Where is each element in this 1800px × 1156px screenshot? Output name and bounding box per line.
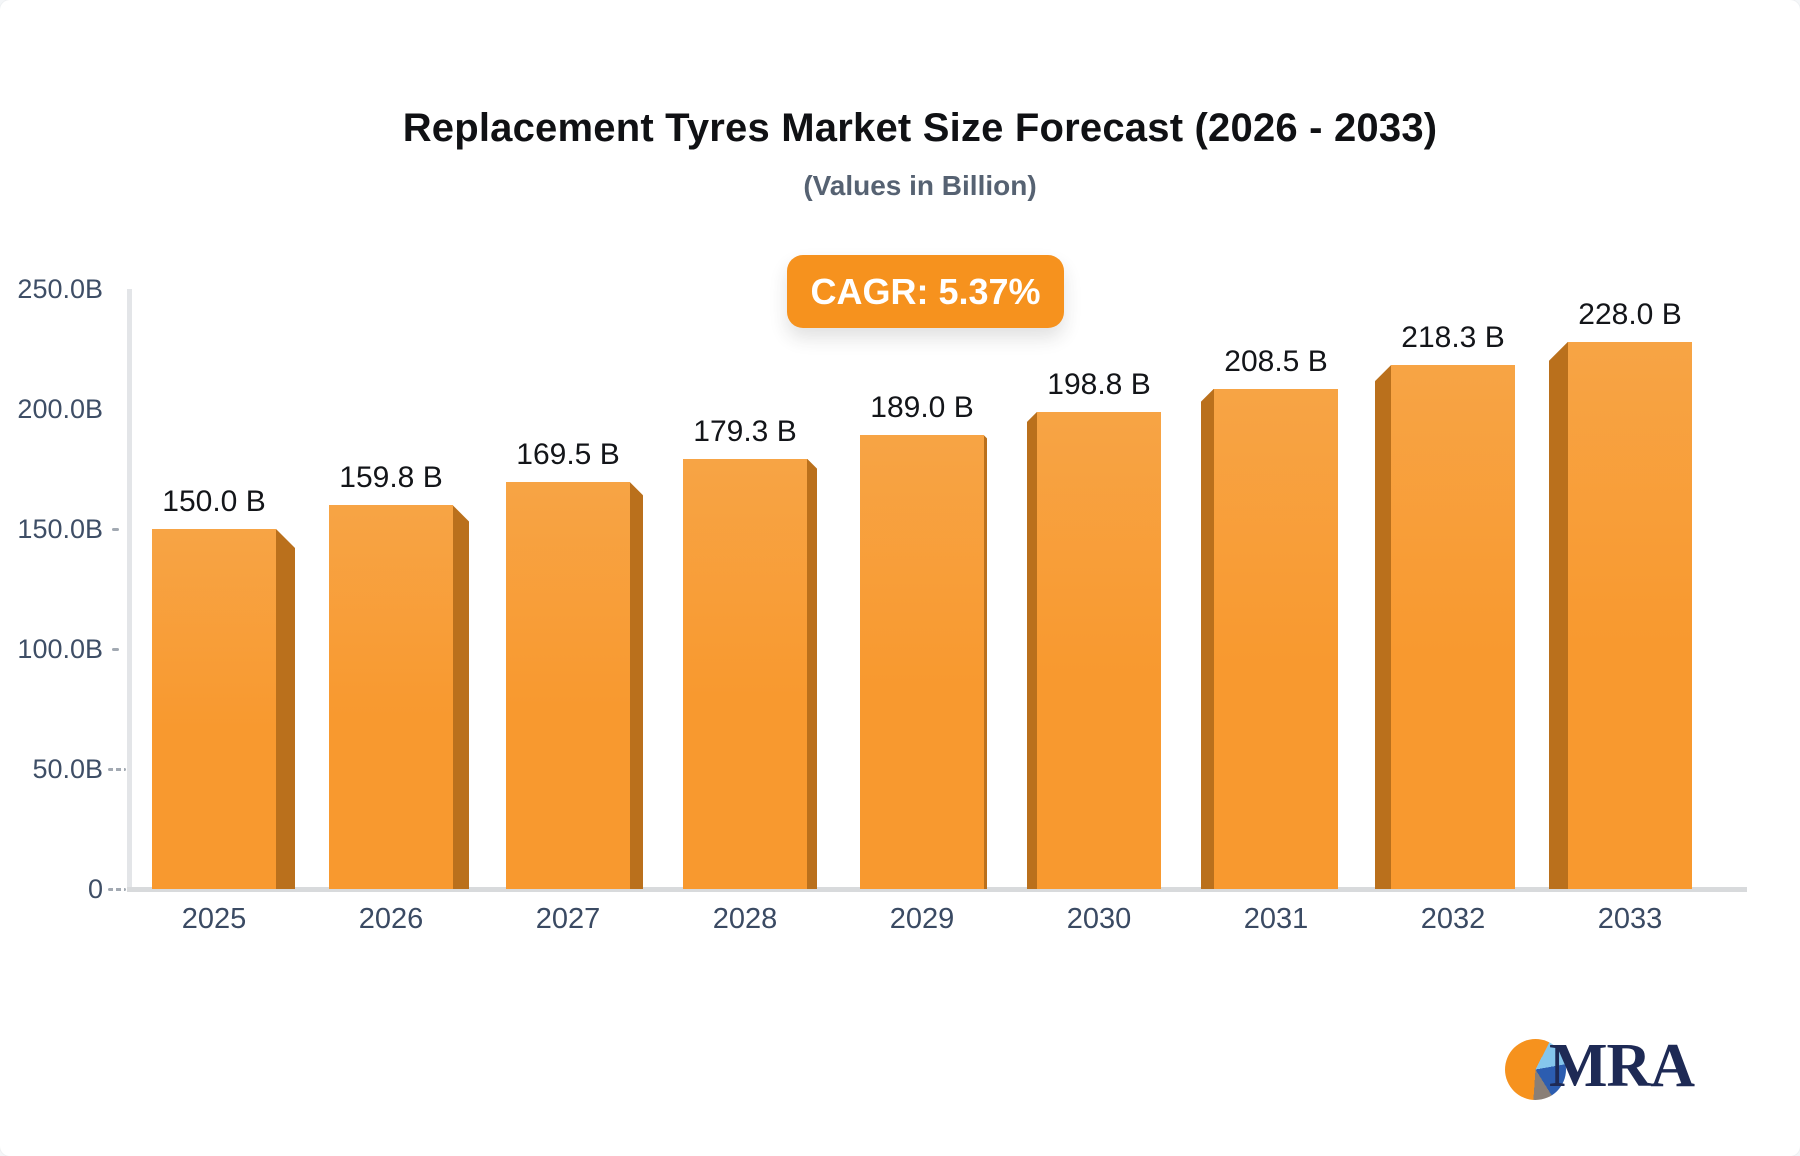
bar-2028 <box>683 458 807 889</box>
bar-value-label: 228.0 B <box>1578 297 1682 331</box>
chart-title: Replacement Tyres Market Size Forecast (… <box>402 106 1438 150</box>
x-axis-label: 2025 <box>181 903 247 935</box>
bar-2031 <box>1214 388 1338 889</box>
chart-subtitle: (Values in Billion) <box>803 170 1037 201</box>
x-axis-label: 2029 <box>889 903 955 935</box>
logo-text: MRA <box>1549 1032 1695 1100</box>
bar-value-label: 150.0 B <box>162 485 266 518</box>
bar-side-3d <box>453 505 469 889</box>
bar-side-3d <box>807 458 817 889</box>
cagr-badge-label: CAGR: 5.37% <box>810 270 1041 312</box>
y-axis-tick-label: 50.0B <box>32 754 103 784</box>
x-axis-baseline <box>127 887 1747 892</box>
y-axis-tick-mark <box>108 888 126 891</box>
bar-side-3d <box>630 482 643 889</box>
bar-2025 <box>152 529 276 889</box>
y-axis-tick-mark <box>112 648 119 651</box>
bar-2027 <box>506 482 630 889</box>
y-axis-line <box>127 289 132 889</box>
bar-2033 <box>1568 341 1692 889</box>
x-axis-label: 2033 <box>1597 903 1663 935</box>
mra-logo: MRA <box>1505 1032 1765 1105</box>
bar-side-3d <box>1549 341 1568 889</box>
y-axis-tick-label: 150.0B <box>17 514 103 544</box>
x-axis-label: 2031 <box>1243 903 1309 935</box>
bar-value-label: 218.3 B <box>1401 321 1505 355</box>
y-axis-tick-label: 250.0B <box>17 274 103 304</box>
bar-2030 <box>1037 411 1161 889</box>
bar-side-3d <box>1201 388 1214 889</box>
bar-value-label: 159.8 B <box>339 461 443 495</box>
bar-value-label: 208.5 B <box>1224 344 1328 378</box>
bar-side-3d <box>276 529 295 889</box>
bar-value-label: 169.5 B <box>516 438 620 472</box>
bar-value-label: 189.0 B <box>870 391 974 425</box>
y-axis-tick-label: 100.0B <box>17 634 103 664</box>
bar-side-3d <box>1027 411 1037 889</box>
x-axis-label: 2028 <box>712 903 778 935</box>
bar-2026 <box>329 505 453 889</box>
bar-side-3d <box>1375 365 1391 889</box>
x-axis-label: 2032 <box>1420 903 1486 935</box>
y-axis-tick-label: 0 <box>87 874 103 904</box>
x-axis-label: 2030 <box>1066 903 1132 935</box>
bar-value-label: 198.8 B <box>1047 367 1151 401</box>
bar-2032 <box>1391 365 1515 889</box>
y-axis-tick-mark <box>108 768 126 771</box>
bar-side-3d <box>984 435 987 889</box>
logo-pie-icon <box>1505 1039 1566 1100</box>
bar-2029 <box>860 435 984 889</box>
y-axis-tick-label: 200.0B <box>17 394 103 424</box>
y-axis-tick-mark <box>112 528 119 531</box>
x-axis-label: 2027 <box>535 903 601 935</box>
cagr-badge: CAGR: 5.37% <box>787 255 1064 328</box>
bar-value-label: 179.3 B <box>693 414 797 448</box>
x-axis-label: 2026 <box>358 903 424 935</box>
